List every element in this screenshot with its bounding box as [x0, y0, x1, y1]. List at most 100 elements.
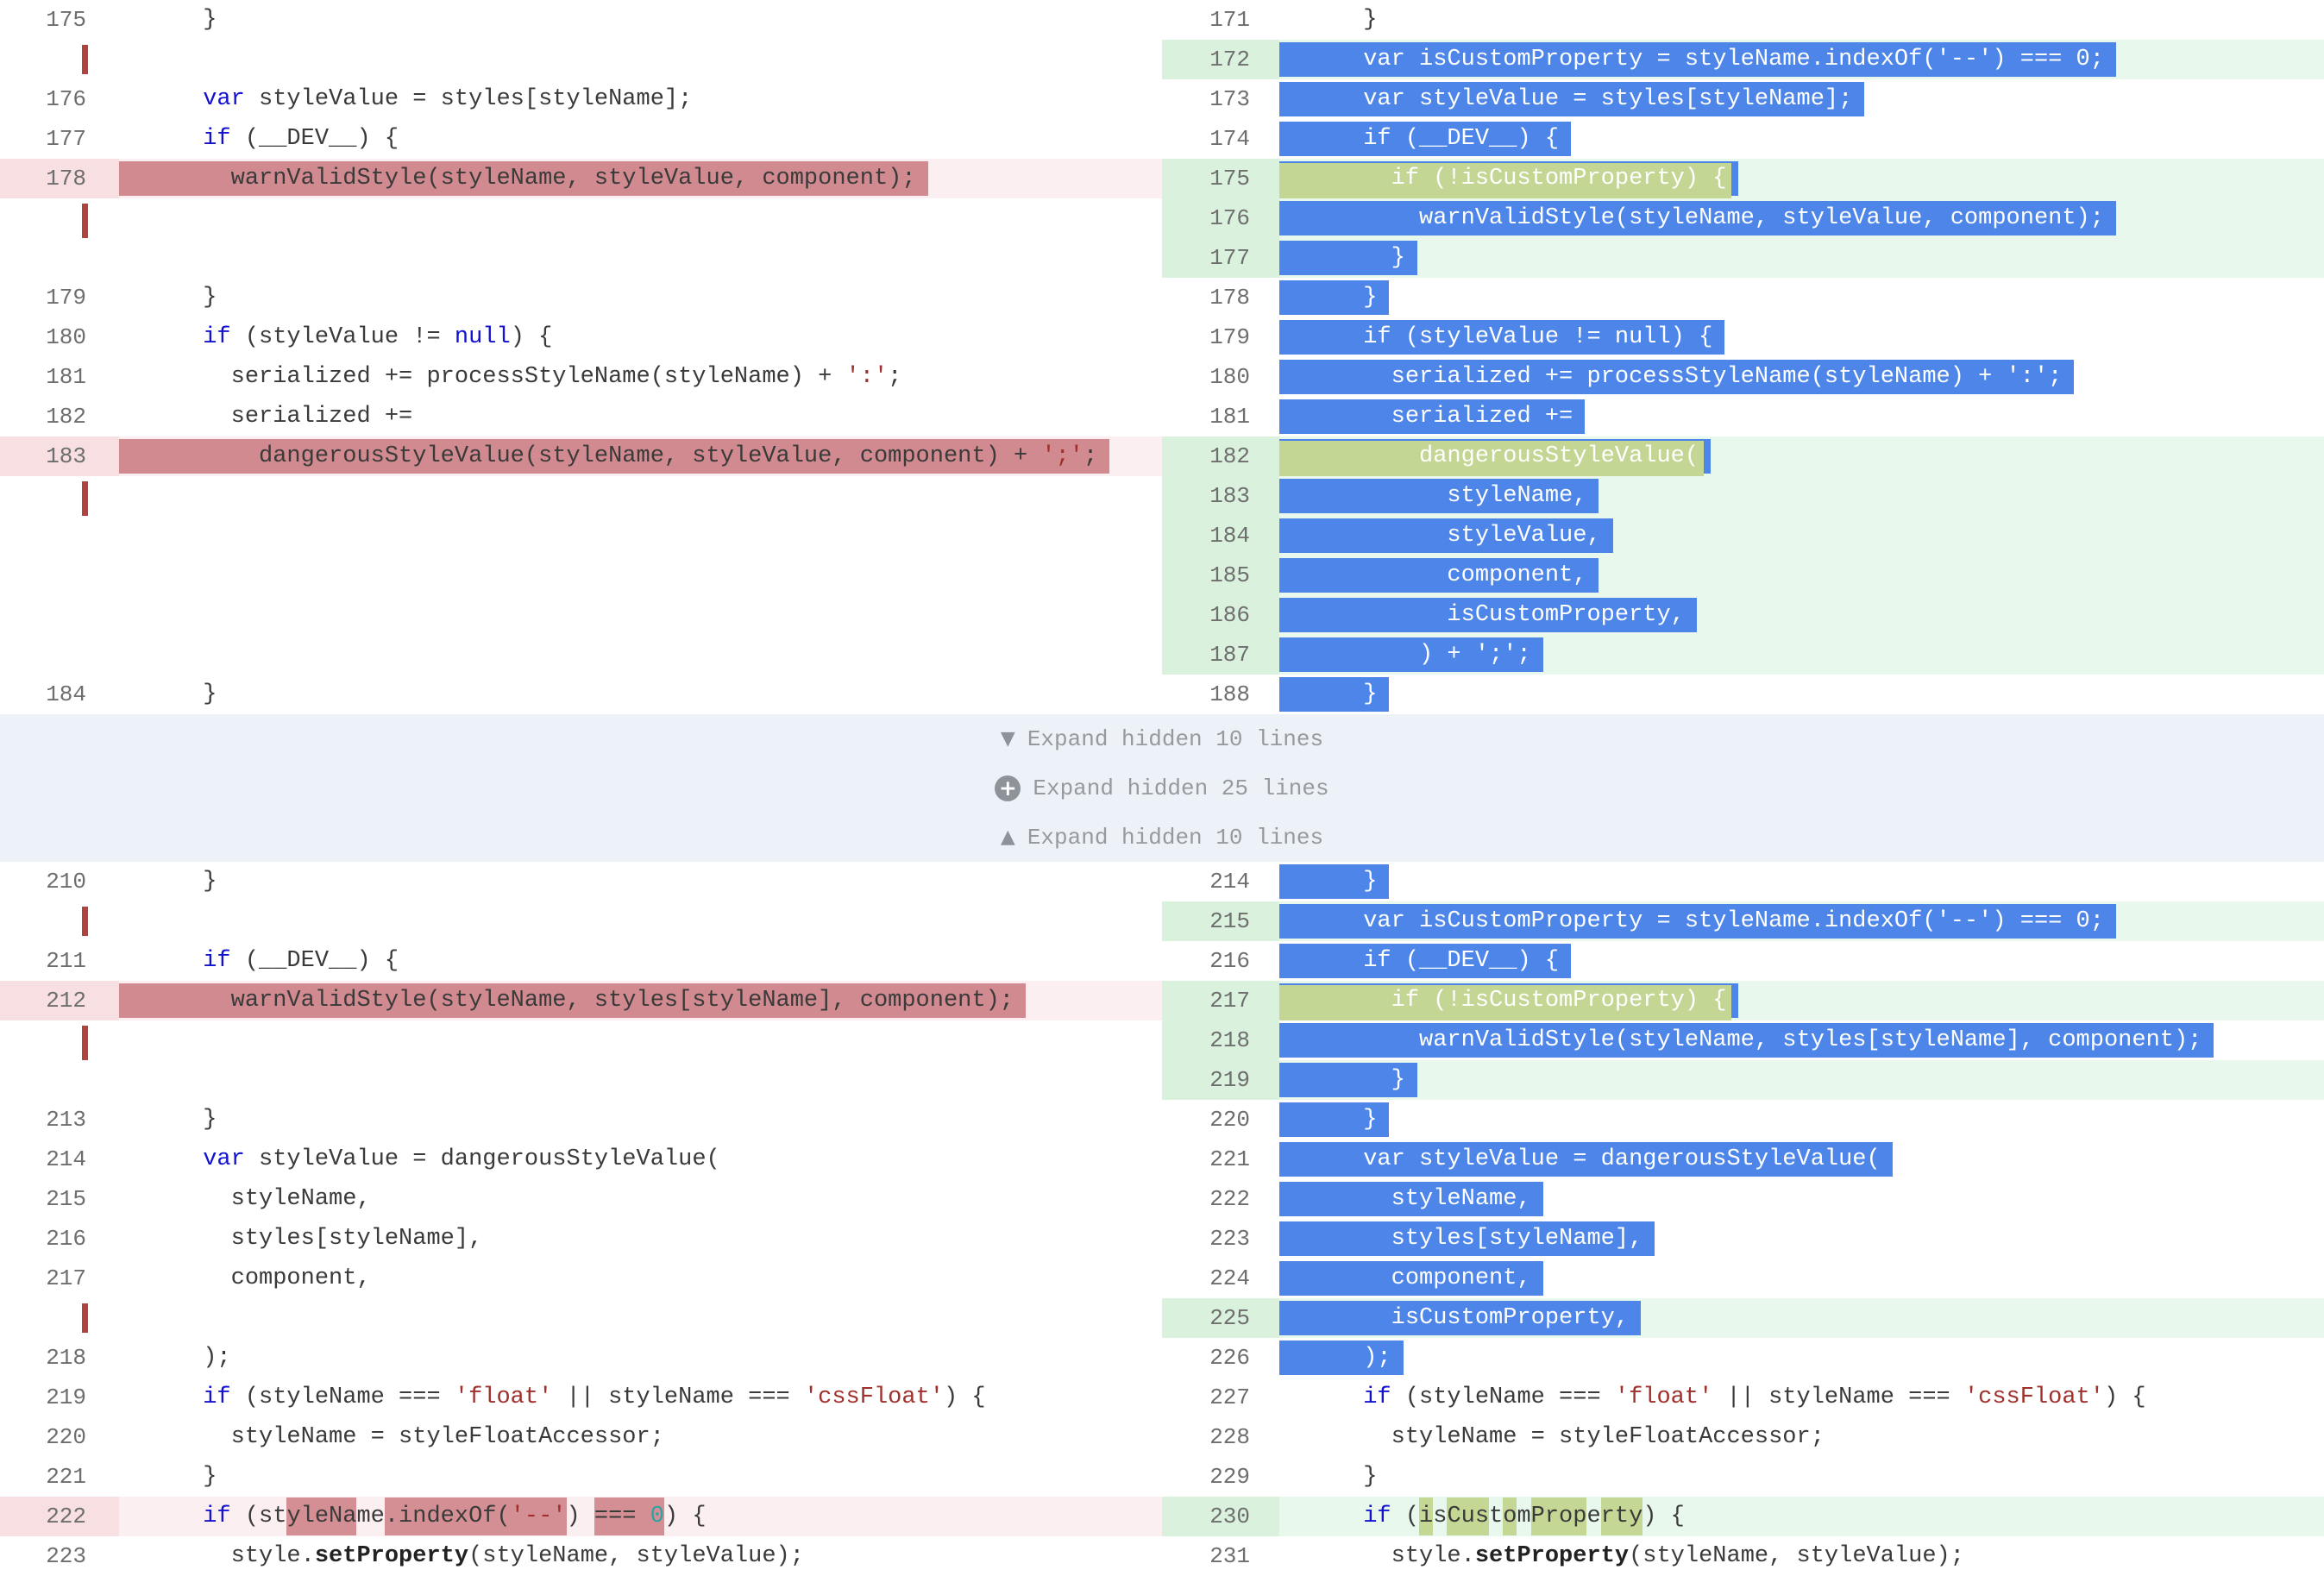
code-line[interactable]: var styleValue = styles[styleName];: [119, 79, 1162, 119]
code-line[interactable]: }: [1279, 1457, 2324, 1497]
code-line[interactable]: if (!isCustomProperty) {: [1279, 159, 2324, 198]
line-number[interactable]: 221: [0, 1457, 119, 1497]
code-line[interactable]: if (__DEV__) {: [1279, 119, 2324, 159]
line-number[interactable]: 183: [1162, 476, 1279, 516]
line-number[interactable]: 216: [0, 1219, 119, 1259]
line-number[interactable]: 213: [0, 1100, 119, 1140]
line-number[interactable]: 220: [1162, 1100, 1279, 1140]
code-line[interactable]: warnValidStyle(styleName, styles[styleNa…: [1279, 1020, 2324, 1060]
code-line[interactable]: ) + ';';: [1279, 635, 2324, 675]
line-number[interactable]: 173: [1162, 79, 1279, 119]
code-line[interactable]: }: [119, 1100, 1162, 1140]
code-line[interactable]: component,: [1279, 1259, 2324, 1298]
line-number[interactable]: 187: [1162, 635, 1279, 675]
code-line[interactable]: if (styleName.indexOf('--') === 0) {: [119, 1497, 1162, 1536]
line-number[interactable]: 217: [1162, 981, 1279, 1020]
line-number[interactable]: 210: [0, 862, 119, 901]
line-number[interactable]: 176: [1162, 198, 1279, 238]
code-line[interactable]: }: [1279, 862, 2324, 901]
code-line[interactable]: dangerousStyleValue(styleName, styleValu…: [119, 436, 1162, 476]
line-number[interactable]: 179: [1162, 317, 1279, 357]
line-number[interactable]: 220: [0, 1417, 119, 1457]
line-number[interactable]: 231: [1162, 1536, 1279, 1576]
line-number[interactable]: 180: [1162, 357, 1279, 397]
line-number[interactable]: 216: [1162, 941, 1279, 981]
line-number[interactable]: 178: [0, 159, 119, 198]
code-line[interactable]: }: [1279, 238, 2324, 278]
code-line[interactable]: }: [1279, 1100, 2324, 1140]
code-line[interactable]: if (__DEV__) {: [1279, 941, 2324, 981]
code-line[interactable]: styleName,: [1279, 476, 2324, 516]
line-number[interactable]: 226: [1162, 1338, 1279, 1378]
code-line[interactable]: styleValue,: [1279, 516, 2324, 556]
line-number[interactable]: 230: [1162, 1497, 1279, 1536]
line-number[interactable]: 214: [1162, 862, 1279, 901]
line-number[interactable]: 218: [0, 1338, 119, 1378]
line-number[interactable]: 175: [1162, 159, 1279, 198]
line-number[interactable]: 211: [0, 941, 119, 981]
code-line[interactable]: warnValidStyle(styleName, styleValue, co…: [1279, 198, 2324, 238]
line-number[interactable]: 171: [1162, 0, 1279, 40]
line-number[interactable]: 186: [1162, 595, 1279, 635]
code-line[interactable]: }: [119, 862, 1162, 901]
code-line[interactable]: if (isCustomProperty) {: [1279, 1497, 2324, 1536]
code-line[interactable]: }: [1279, 675, 2324, 714]
code-line[interactable]: if (styleValue != null) {: [119, 317, 1162, 357]
code-line[interactable]: warnValidStyle(styleName, styleValue, co…: [119, 159, 1162, 198]
code-line[interactable]: styleName,: [1279, 1179, 2324, 1219]
code-line[interactable]: styles[styleName],: [119, 1219, 1162, 1259]
code-line[interactable]: var styleValue = dangerousStyleValue(: [1279, 1140, 2324, 1179]
code-line[interactable]: }: [1279, 278, 2324, 317]
line-number[interactable]: 175: [0, 0, 119, 40]
line-number[interactable]: 182: [1162, 436, 1279, 476]
line-number[interactable]: 219: [1162, 1060, 1279, 1100]
line-number[interactable]: 229: [1162, 1457, 1279, 1497]
code-line[interactable]: styleName = styleFloatAccessor;: [119, 1417, 1162, 1457]
code-line[interactable]: var isCustomProperty = styleName.indexOf…: [1279, 40, 2324, 79]
code-line[interactable]: serialized += processStyleName(styleName…: [119, 357, 1162, 397]
code-line[interactable]: if (!isCustomProperty) {: [1279, 981, 2324, 1020]
code-line[interactable]: );: [1279, 1338, 2324, 1378]
line-number[interactable]: 179: [0, 278, 119, 317]
code-line[interactable]: serialized += processStyleName(styleName…: [1279, 357, 2324, 397]
expand-down-button[interactable]: ▼ Expand hidden 10 lines: [0, 714, 2324, 763]
code-line[interactable]: var styleValue = styles[styleName];: [1279, 79, 2324, 119]
line-number[interactable]: 215: [0, 1179, 119, 1219]
code-line[interactable]: styleName = styleFloatAccessor;: [1279, 1417, 2324, 1457]
code-line[interactable]: serialized +=: [1279, 397, 2324, 436]
code-line[interactable]: );: [119, 1338, 1162, 1378]
code-line[interactable]: styles[styleName],: [1279, 1219, 2324, 1259]
line-number[interactable]: 228: [1162, 1417, 1279, 1457]
code-line[interactable]: style.setProperty(styleName, styleValue)…: [119, 1536, 1162, 1576]
line-number[interactable]: 181: [0, 357, 119, 397]
code-line[interactable]: serialized +=: [119, 397, 1162, 436]
line-number[interactable]: 184: [1162, 516, 1279, 556]
line-number[interactable]: 219: [0, 1378, 119, 1417]
line-number[interactable]: 183: [0, 436, 119, 476]
line-number[interactable]: 224: [1162, 1259, 1279, 1298]
line-number[interactable]: 188: [1162, 675, 1279, 714]
code-line[interactable]: }: [119, 675, 1162, 714]
line-number[interactable]: 174: [1162, 119, 1279, 159]
code-line[interactable]: var styleValue = dangerousStyleValue(: [119, 1140, 1162, 1179]
code-line[interactable]: isCustomProperty,: [1279, 595, 2324, 635]
line-number[interactable]: 181: [1162, 397, 1279, 436]
line-number[interactable]: 212: [0, 981, 119, 1020]
code-line[interactable]: dangerousStyleValue(: [1279, 436, 2324, 476]
line-number[interactable]: 215: [1162, 901, 1279, 941]
line-number[interactable]: 214: [0, 1140, 119, 1179]
code-line[interactable]: styleName,: [119, 1179, 1162, 1219]
code-line[interactable]: }: [119, 1457, 1162, 1497]
line-number[interactable]: 182: [0, 397, 119, 436]
line-number[interactable]: 222: [0, 1497, 119, 1536]
code-line[interactable]: style.setProperty(styleName, styleValue)…: [1279, 1536, 2324, 1576]
expand-up-button[interactable]: ▲ Expand hidden 10 lines: [0, 813, 2324, 862]
code-line[interactable]: if (styleValue != null) {: [1279, 317, 2324, 357]
line-number[interactable]: 223: [0, 1536, 119, 1576]
line-number[interactable]: 176: [0, 79, 119, 119]
code-line[interactable]: if (__DEV__) {: [119, 119, 1162, 159]
code-line[interactable]: }: [1279, 1060, 2324, 1100]
code-line[interactable]: }: [119, 278, 1162, 317]
line-number[interactable]: 172: [1162, 40, 1279, 79]
line-number[interactable]: 223: [1162, 1219, 1279, 1259]
